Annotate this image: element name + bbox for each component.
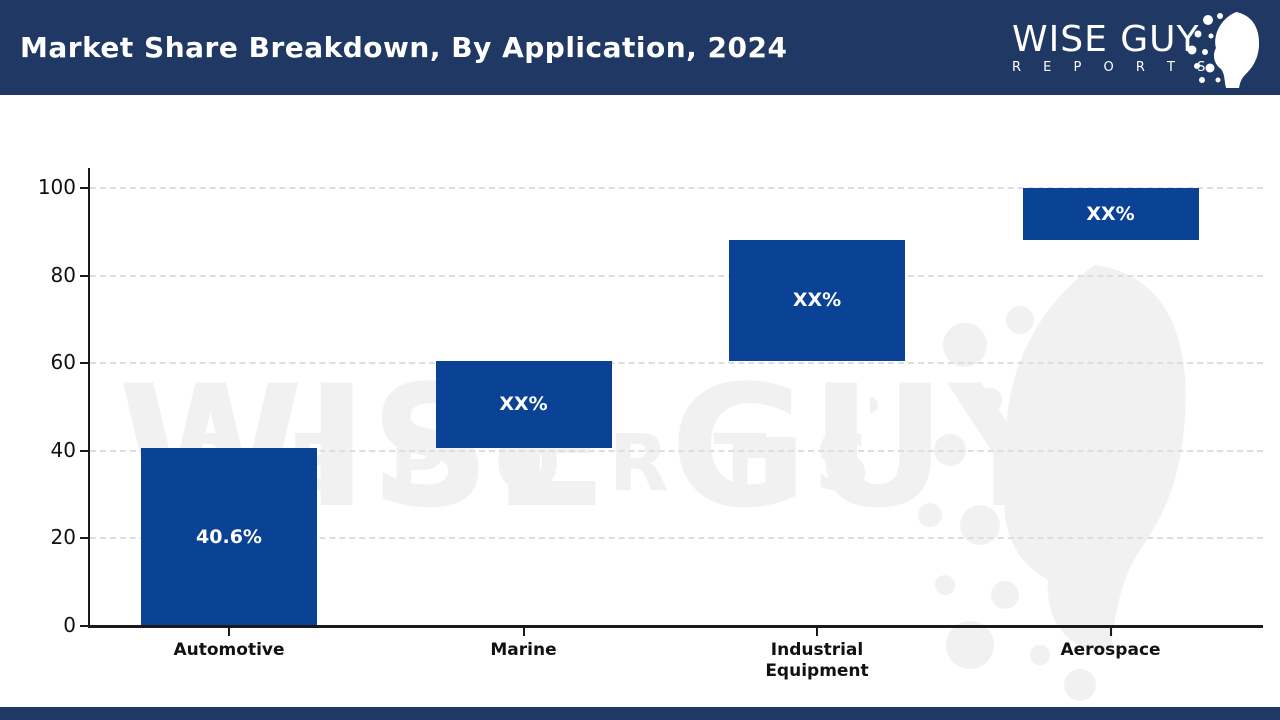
gridline-40 (90, 449, 1263, 452)
bar-value-label-industrial-equipment: XX% (792, 289, 842, 312)
y-tick-100 (80, 187, 89, 189)
x-category-label-automotive: Automotive (173, 640, 285, 660)
y-tick-60 (80, 362, 89, 365)
y-axis-line (88, 168, 90, 627)
gridline-60 (90, 362, 1263, 365)
bar-marine: XX% (435, 360, 612, 449)
bar-aerospace: XX% (1022, 188, 1199, 241)
x-tick-automotive (228, 628, 230, 636)
footer-bar (0, 707, 1280, 720)
y-tick-label-20: 20 (50, 525, 76, 550)
x-tick-industrial-equipment (816, 628, 818, 636)
x-axis-line (88, 625, 1263, 628)
brand-subname: R E P O R T S (1012, 60, 1215, 75)
brand-logo: WISE GUY R E P O R T S (1012, 8, 1262, 88)
brand-name: WISE GUY (1012, 19, 1200, 60)
bar-value-label-aerospace: XX% (1086, 203, 1135, 226)
gridline-80 (90, 274, 1263, 277)
bar-industrial-equipment: XX% (729, 240, 905, 361)
bar-value-label-marine: XX% (499, 393, 548, 416)
brand-face-icon (1187, 12, 1260, 88)
y-tick-40 (80, 449, 89, 452)
x-category-label-industrial-equipment: Industrial Equipment (765, 640, 869, 682)
x-category-label-marine: Marine (490, 640, 557, 660)
gridline-100 (90, 187, 1263, 189)
bar-automotive: 40.6% (141, 448, 317, 626)
chart-title: Market Share Breakdown, By Application, … (20, 31, 788, 64)
y-tick-80 (80, 274, 89, 277)
y-tick-20 (80, 537, 89, 540)
x-tick-marine (522, 628, 525, 636)
x-category-label-aerospace: Aerospace (1060, 640, 1161, 660)
gridline-20 (90, 537, 1263, 540)
brand-logo-text: WISE GUY R E P O R T S (1012, 19, 1215, 76)
bar-value-label-automotive: 40.6% (196, 526, 262, 549)
y-tick-label-100: 100 (37, 175, 76, 199)
y-tick-0 (80, 625, 89, 627)
y-tick-label-40: 40 (50, 437, 76, 462)
y-tick-label-0: 0 (63, 613, 76, 637)
x-tick-aerospace (1109, 628, 1112, 636)
y-tick-label-60: 60 (50, 350, 76, 375)
y-tick-label-80: 80 (50, 262, 76, 287)
header-bar: Market Share Breakdown, By Application, … (0, 0, 1280, 95)
